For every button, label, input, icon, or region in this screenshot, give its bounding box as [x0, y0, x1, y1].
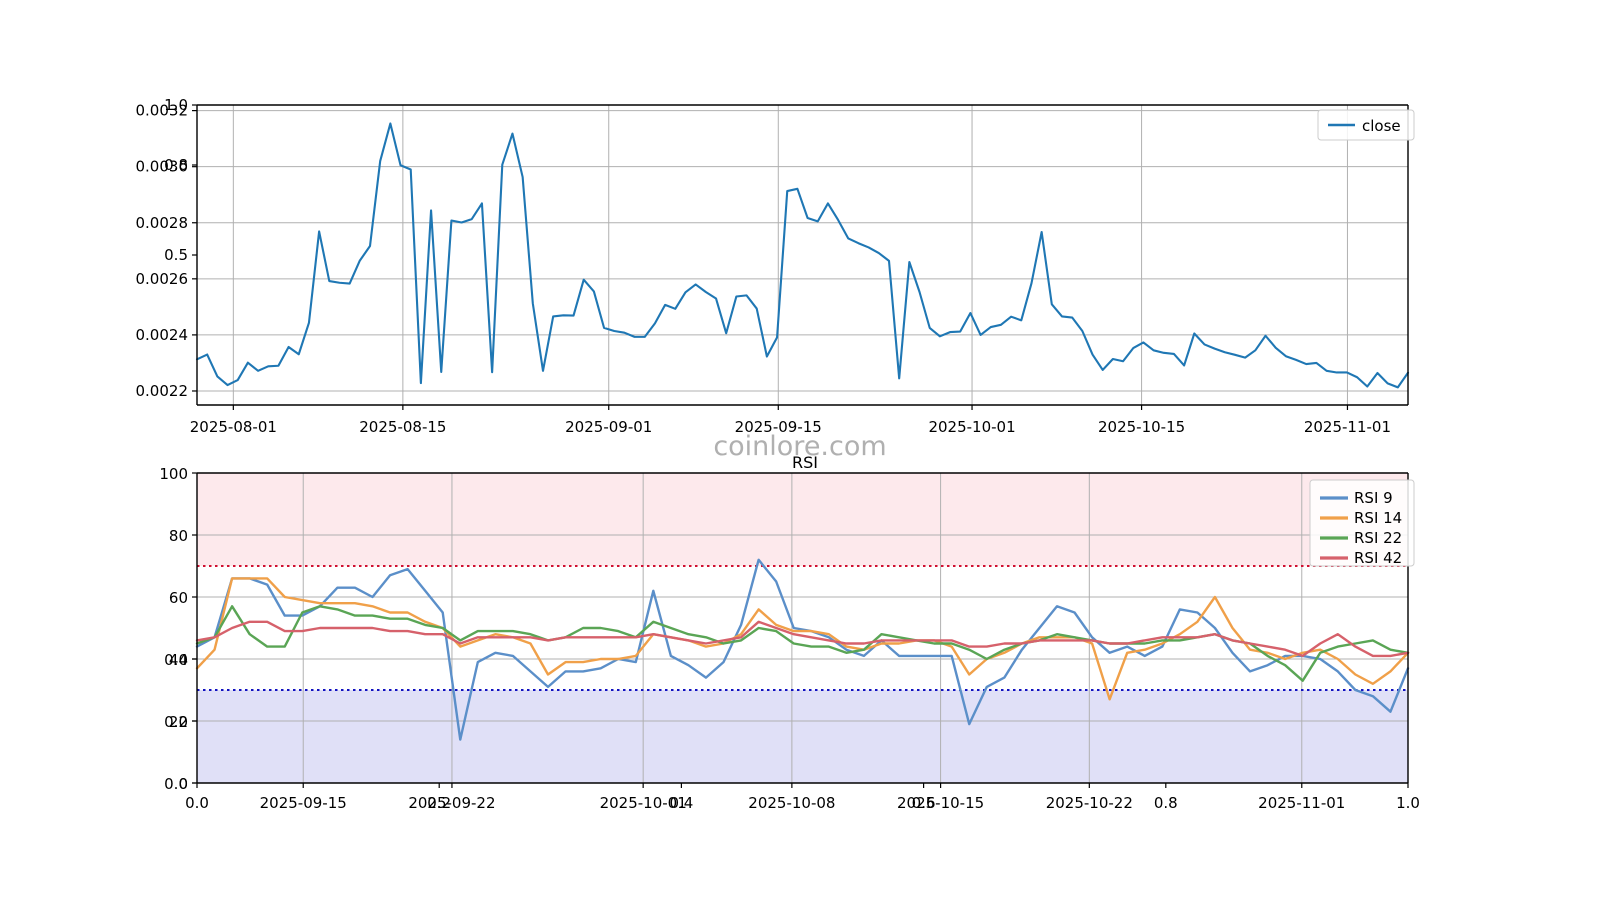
price-y-tick: 0.0030 — [136, 158, 189, 176]
rsi-x-tick: 2025-09-22 — [408, 794, 495, 812]
rsi-y-tick-labels-overlay: 0.0 0.2 0.4 — [164, 651, 188, 793]
rsi-x-tick: 2025-11-01 — [1258, 794, 1345, 812]
rsi-x-tick-overlay: 0.2 — [427, 794, 451, 812]
price-legend-box — [1317, 109, 1415, 141]
rsi-panel-title: RSI — [792, 453, 818, 472]
rsi-oversold-band — [197, 690, 1408, 783]
rsi-y-tick-overlay: 0.4 — [164, 651, 188, 669]
price-y-tick-labels-overlay: 0.5 0.8 1.0 — [164, 96, 188, 264]
rsi-y-tick: 60 — [169, 589, 188, 607]
rsi-x-tick-labels-overlay: 0.0 0.2 0.4 0.6 0.8 1.0 — [185, 794, 1420, 812]
rsi-series-group — [195, 558, 1410, 741]
rsi-y-tick: 80 — [169, 527, 188, 545]
rsi-y-tick-labels: 0 20 40 60 80 100 — [159, 465, 188, 793]
price-y-tick-overlay: 0.5 — [164, 246, 188, 264]
price-x-tick: 2025-09-15 — [735, 418, 822, 436]
rsi-legend-label-rsi-42: RSI 42 — [1354, 549, 1402, 567]
price-axis-frame — [196, 104, 1409, 406]
price-legend[interactable]: close — [1317, 109, 1415, 141]
rsi-y-tick: 20 — [169, 713, 188, 731]
price-x-tick: 2025-08-15 — [359, 418, 446, 436]
price-y-tick: 0.0024 — [136, 326, 189, 344]
price-x-tick: 2025-11-01 — [1304, 418, 1391, 436]
rsi-x-tick: 2025-10-01 — [600, 794, 687, 812]
rsi-x-tick: 2025-10-08 — [748, 794, 835, 812]
rsi-x-tick-overlay: 0.8 — [1154, 794, 1178, 812]
rsi-legend-box — [1309, 479, 1415, 567]
rsi-x-tick-overlay: 0.6 — [912, 794, 936, 812]
price-panel: 0.0022 0.0024 0.0026 0.0028 0.0030 0.0032 0.5… — [136, 96, 1415, 436]
rsi-x-tick: 2025-09-15 — [260, 794, 347, 812]
price-y-tick: 0.0022 — [136, 382, 189, 400]
rsi-gridlines — [192, 472, 1409, 788]
price-close-series — [195, 122, 1410, 389]
price-y-tick: 0.0028 — [136, 214, 189, 232]
rsi-y-tick-overlay: 0.2 — [164, 713, 188, 731]
rsi-series-rsi-14 — [195, 577, 1410, 701]
price-y-tick: 0.0026 — [136, 270, 189, 288]
price-x-tick: 2025-08-01 — [190, 418, 277, 436]
rsi-y-tick: 0 — [178, 775, 188, 793]
price-gridlines — [192, 104, 1408, 410]
rsi-y-tick: 40 — [169, 651, 188, 669]
price-legend-label-close: close — [1362, 117, 1401, 135]
price-x-tick: 2025-10-15 — [1098, 418, 1185, 436]
watermark: coinlore.com — [713, 431, 886, 462]
price-x-tick: 2025-09-01 — [565, 418, 652, 436]
rsi-series-rsi-9 — [195, 558, 1410, 741]
rsi-x-tick: 2025-10-15 — [897, 794, 984, 812]
price-y-tick-overlay: 1.0 — [164, 96, 188, 114]
price-y-tick-labels: 0.0022 0.0024 0.0026 0.0028 0.0030 0.0032 — [136, 102, 189, 400]
price-x-tick: 2025-10-01 — [928, 418, 1015, 436]
rsi-x-tick-labels: 2025-09-15 2025-09-22 2025-10-01 2025-10-08… — [260, 794, 1346, 812]
rsi-legend-label-rsi-22: RSI 22 — [1354, 529, 1402, 547]
rsi-legend-label-rsi-9: RSI 9 — [1354, 489, 1393, 507]
price-y-tick-overlay: 0.8 — [164, 156, 188, 174]
rsi-axis-frame — [196, 472, 1409, 784]
rsi-legend[interactable]: RSI 9 RSI 14 RSI 22 RSI 42 — [1309, 479, 1415, 567]
rsi-x-tick: 2025-10-22 — [1046, 794, 1133, 812]
rsi-series-rsi-42 — [195, 620, 1410, 658]
rsi-legend-label-rsi-14: RSI 14 — [1354, 509, 1402, 527]
price-x-tick-labels: 2025-08-01 2025-08-15 2025-09-01 2025-09-15… — [190, 418, 1391, 436]
rsi-y-tick-overlay: 0.0 — [164, 775, 188, 793]
rsi-x-tick-overlay: 0.4 — [669, 794, 693, 812]
rsi-x-tick-overlay: 0.0 — [185, 794, 209, 812]
rsi-overbought-band — [197, 473, 1408, 566]
rsi-x-tick-overlay: 1.0 — [1396, 794, 1420, 812]
rsi-y-tick: 100 — [159, 465, 188, 483]
price-y-tick: 0.0032 — [136, 102, 189, 120]
price-plot-background — [197, 105, 1408, 405]
